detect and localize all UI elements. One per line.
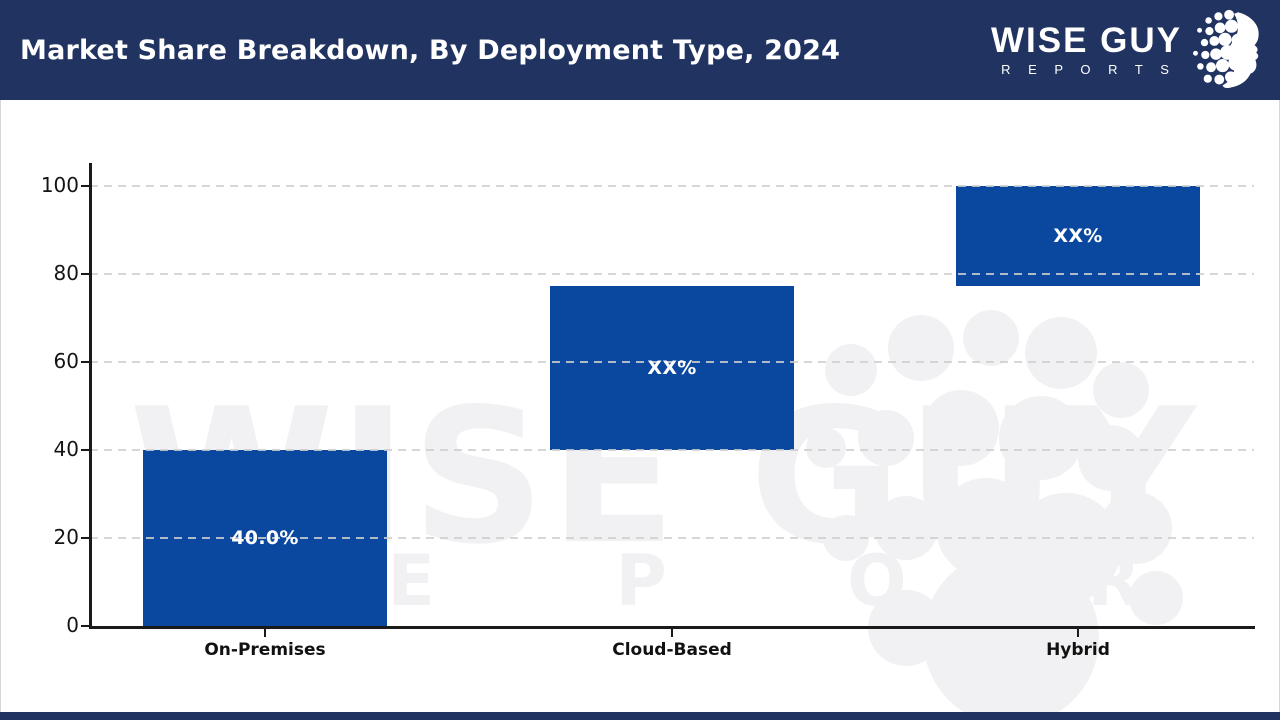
- y-tick-mark: [81, 625, 89, 627]
- gridline-20: [90, 537, 1254, 539]
- chart-canvas: WISE GUY R E P O R T S 40.0%XX%XX%020406…: [0, 100, 1280, 712]
- x-category-label-hybrid: Hybrid: [1046, 640, 1110, 660]
- bar-chart: 40.0% XX% XX% 0 20 40 60 80 100 On-Premises Cloud-…: [1, 100, 1279, 712]
- gridline-60: [90, 361, 1254, 363]
- y-tick-label: 20: [53, 525, 79, 549]
- gridline-100: [90, 185, 1254, 187]
- page-title: Market Share Breakdown, By Deployment Ty…: [20, 34, 841, 66]
- logo-wordmark: WISE GUY: [990, 21, 1182, 60]
- y-tick-label: 60: [53, 349, 79, 373]
- bar-cloud-based: [550, 285, 794, 450]
- watermark-head-graphic: [806, 310, 1183, 712]
- y-tick-label: 80: [53, 261, 79, 285]
- gridline-80: [90, 273, 1254, 275]
- y-tick-mark: [81, 449, 89, 451]
- y-tick-mark: [81, 537, 89, 539]
- footer-bar: [0, 712, 1280, 720]
- bar-hybrid: [956, 186, 1200, 286]
- y-tick-label: 0: [66, 613, 79, 637]
- brand-logo-text: WISE GUY R E P O R T S: [991, 23, 1182, 77]
- brand-logo: WISE GUY R E P O R T S: [991, 8, 1266, 92]
- header-bar: Market Share Breakdown, By Deployment Ty…: [0, 0, 1280, 100]
- y-tick-mark: [81, 273, 89, 275]
- y-tick-label: 100: [40, 173, 79, 197]
- bar-value-label: XX%: [1053, 224, 1103, 247]
- bar-value-label: XX%: [647, 356, 697, 379]
- dotted-head-profile-icon: [1193, 9, 1259, 89]
- y-tick-mark: [81, 361, 89, 363]
- x-tick-mark: [671, 629, 673, 637]
- y-tick-mark: [81, 185, 89, 187]
- x-category-label-on-premises: On-Premises: [204, 640, 326, 660]
- x-category-label-cloud-based: Cloud-Based: [612, 640, 732, 660]
- y-tick-label: 40: [53, 437, 79, 461]
- x-tick-mark: [264, 629, 266, 637]
- bar-value-label: 40.0%: [231, 527, 299, 549]
- x-tick-mark: [1077, 629, 1079, 637]
- y-axis-line: [89, 163, 92, 628]
- gridline-40: [90, 449, 1254, 451]
- logo-subtext: R E P O R T S: [1001, 62, 1176, 77]
- x-axis-line: [89, 626, 1255, 629]
